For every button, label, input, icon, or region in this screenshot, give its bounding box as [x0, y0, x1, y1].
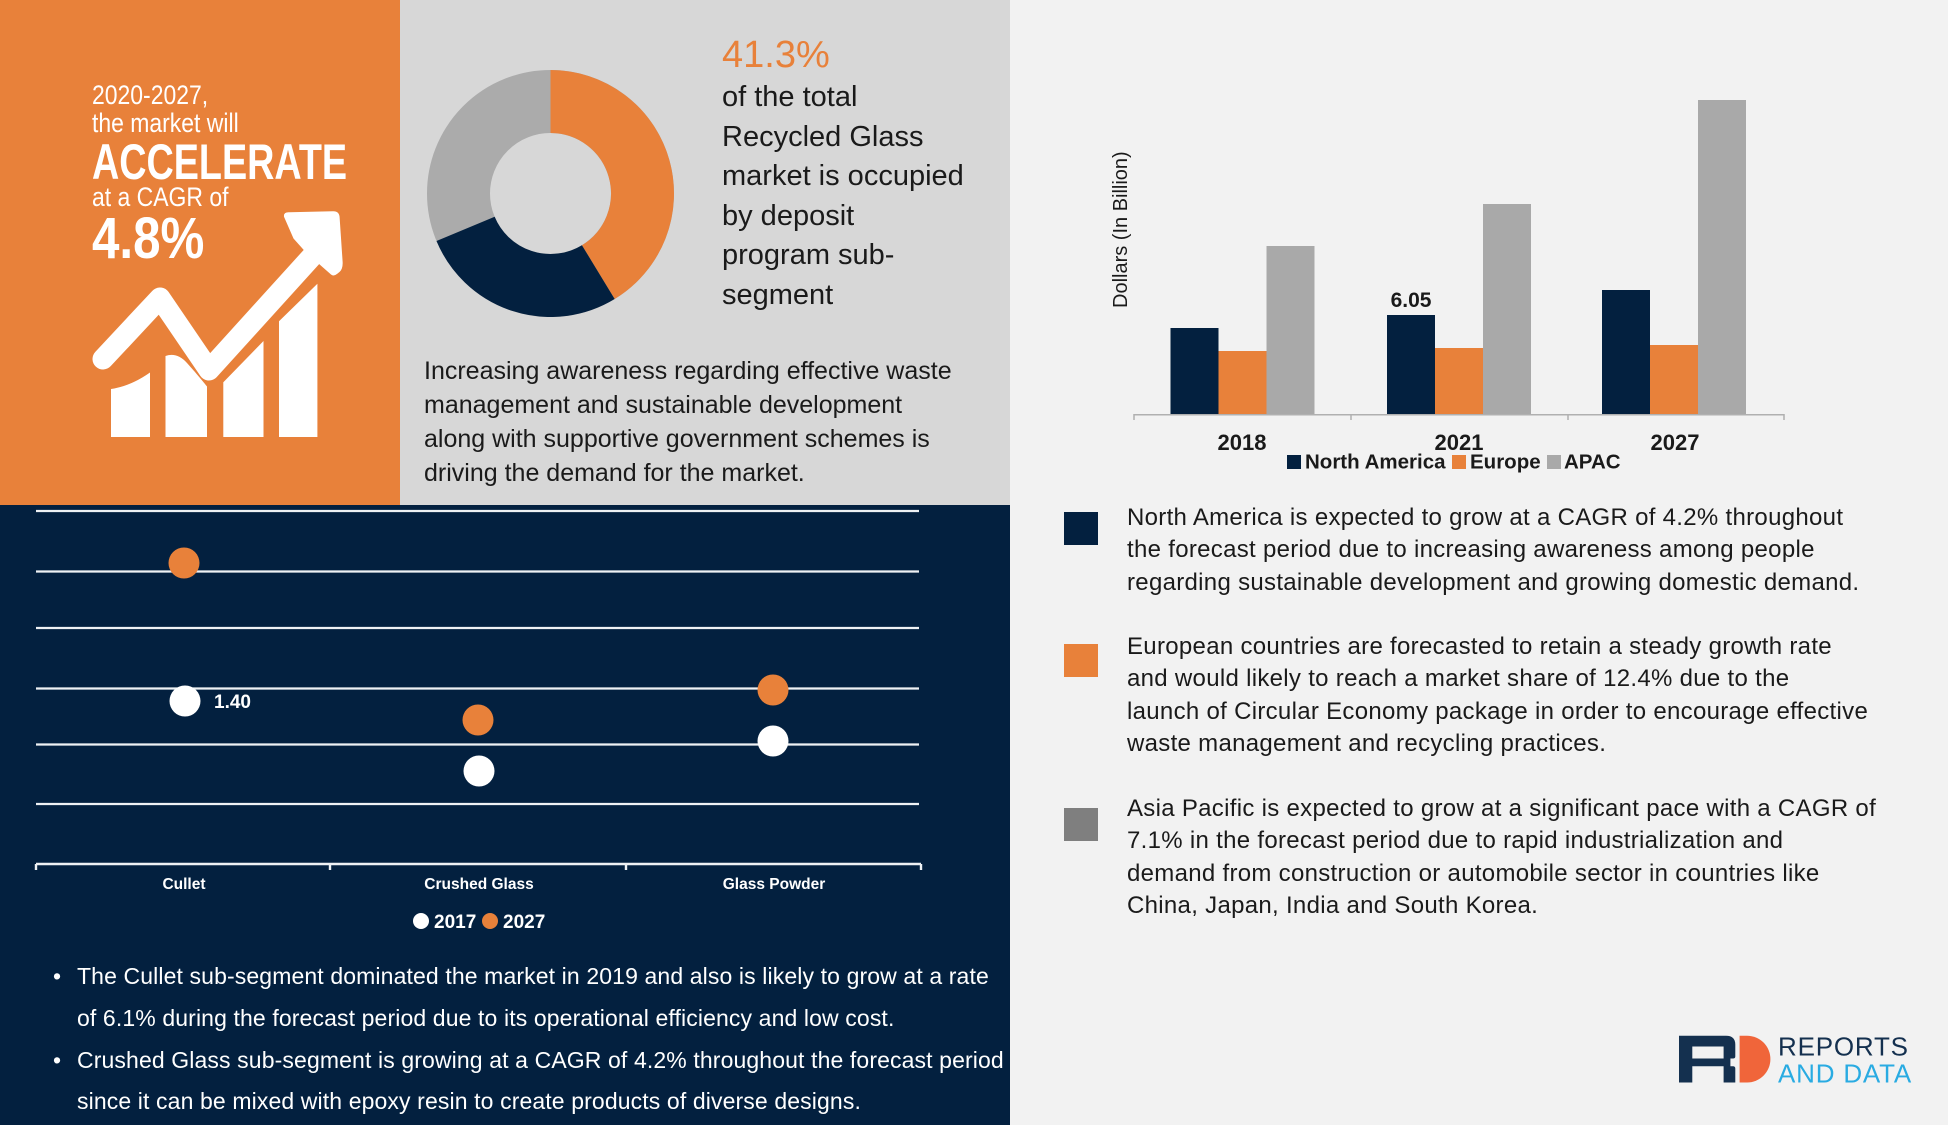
svg-text:2017: 2017: [434, 912, 476, 933]
svg-text:APAC: APAC: [1564, 451, 1621, 474]
svg-text:1.40: 1.40: [214, 692, 251, 713]
svg-text:2027: 2027: [1651, 430, 1700, 455]
svg-text:REPORTS: REPORTS: [1778, 1035, 1909, 1062]
svg-text:AND DATA: AND DATA: [1778, 1059, 1912, 1089]
svg-text:2021: 2021: [1435, 430, 1484, 455]
svg-text:2027: 2027: [503, 912, 545, 933]
svg-text:Crushed Glass: Crushed Glass: [424, 876, 533, 893]
svg-text:Dollars (In Billion): Dollars (In Billion): [1110, 151, 1132, 308]
svg-text:6.05: 6.05: [1391, 289, 1432, 312]
svg-text:2018: 2018: [1218, 430, 1267, 455]
svg-text:Europe: Europe: [1470, 451, 1541, 474]
svg-text:Cullet: Cullet: [162, 876, 205, 893]
svg-text:Glass Powder: Glass Powder: [723, 876, 826, 893]
svg-text:North America: North America: [1305, 451, 1446, 474]
